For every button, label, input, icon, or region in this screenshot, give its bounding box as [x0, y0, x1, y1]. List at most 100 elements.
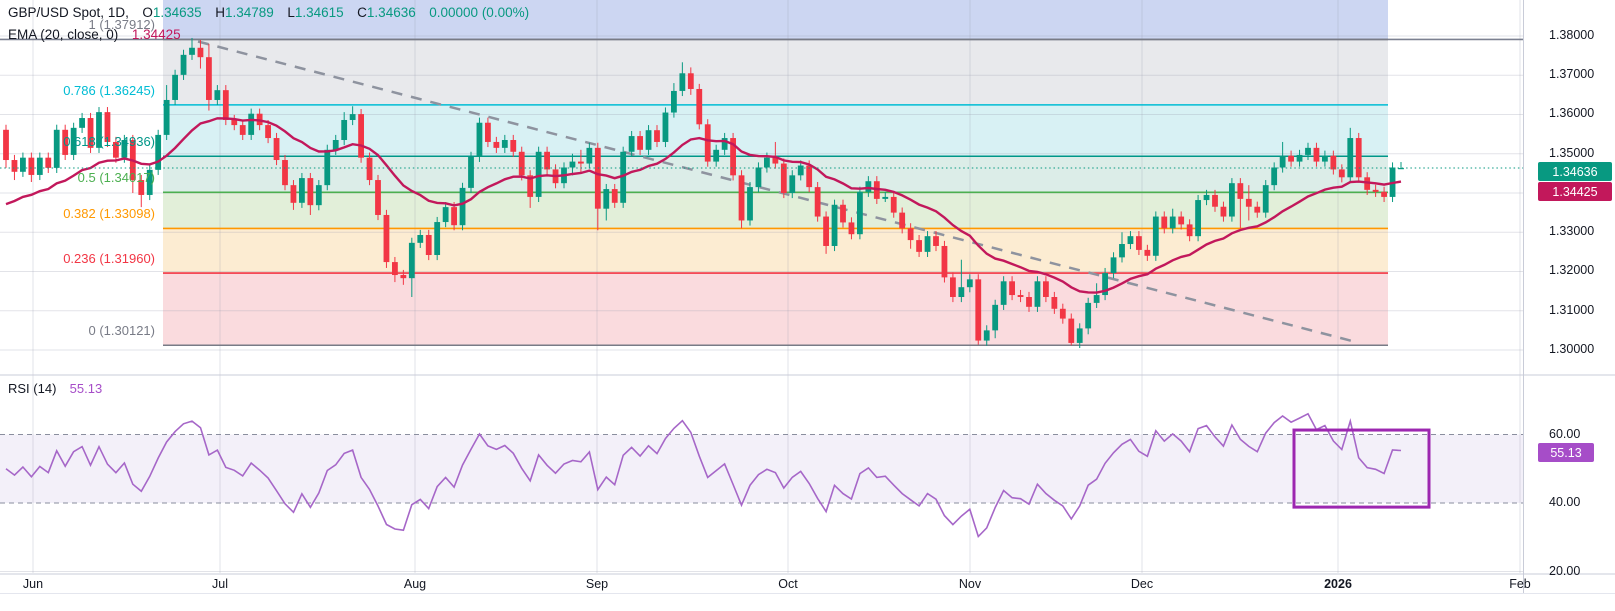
candle-body — [113, 141, 119, 158]
symbol-legend[interactable]: GBP/USD Spot, 1D, O1.34635 H1.34789 L1.3… — [8, 5, 529, 20]
candle-body — [485, 122, 491, 142]
candle-body — [28, 157, 35, 175]
candle-body — [1059, 308, 1066, 319]
fib-zone — [163, 39, 1388, 105]
candle-body — [79, 118, 85, 128]
candle-body — [36, 157, 43, 175]
candle-body — [375, 180, 381, 215]
ema-price-badge: 1.34425 — [1538, 182, 1612, 201]
candle-body — [958, 287, 965, 298]
candle-body — [966, 279, 973, 288]
symbol-name: GBP/USD Spot, — [8, 5, 105, 20]
time-axis-label[interactable]: Aug — [403, 577, 427, 591]
candle-body — [197, 47, 204, 58]
candle-body — [1152, 216, 1159, 256]
candle-body — [400, 275, 407, 279]
candle-body — [882, 196, 889, 199]
time-axis-label[interactable]: Dec — [1130, 577, 1154, 591]
price-axis-label: 1.37000 — [1549, 67, 1595, 82]
rsi-axis-label: 60.00 — [1549, 426, 1581, 441]
candle-body — [1347, 138, 1354, 178]
candle-body — [1262, 185, 1269, 213]
candle-body — [265, 125, 271, 139]
candle-body — [1076, 328, 1083, 343]
candle-body — [273, 138, 280, 161]
candle-body — [1000, 281, 1007, 305]
price-axis-label: 1.30000 — [1549, 341, 1595, 356]
candle-body — [628, 136, 635, 152]
candle-body — [992, 304, 999, 331]
candle-body — [1144, 249, 1151, 256]
time-axis-label[interactable]: Oct — [778, 577, 798, 591]
candle-body — [290, 185, 297, 203]
candle-body — [62, 129, 69, 155]
candle-body — [764, 157, 770, 168]
candle-body — [1220, 206, 1227, 217]
candle-body — [341, 119, 348, 141]
candle-body — [1305, 147, 1311, 155]
fib-level-label: 0 (1.30121) — [88, 323, 156, 339]
time-axis-label[interactable]: 2026 — [1324, 577, 1352, 591]
candle-body — [696, 88, 703, 125]
candle-body — [620, 151, 627, 203]
candle-body — [831, 204, 838, 246]
candle-body — [3, 129, 9, 161]
rsi-value: 55.13 — [69, 381, 103, 396]
candle-body — [1330, 155, 1337, 170]
rsi-highlight-box[interactable] — [1292, 428, 1431, 509]
candle-body — [299, 178, 305, 203]
candle-body — [857, 191, 863, 235]
candle-body — [823, 216, 829, 246]
candle-body — [1381, 191, 1387, 197]
ema-line[interactable] — [5, 117, 1402, 294]
candle-body — [1254, 206, 1261, 213]
candle-body — [637, 136, 643, 150]
candle-body — [569, 161, 576, 168]
ema-value: 1.34425 — [131, 27, 181, 42]
ohlc-close-value: 1.34636 — [366, 5, 416, 20]
candle-body — [594, 147, 601, 209]
candle-body — [662, 112, 669, 142]
candle-body — [282, 160, 288, 186]
candle-body — [1372, 189, 1379, 192]
fib-zone-above-1 — [163, 0, 1388, 40]
candle-body — [231, 119, 238, 126]
ema-legend[interactable]: EMA (20, close, 0) 1.34425 — [8, 27, 181, 42]
candle-body — [349, 114, 356, 120]
candle-body — [172, 74, 178, 100]
price-axis-label: 1.32000 — [1549, 263, 1595, 278]
candle-body — [975, 279, 982, 341]
rsi-line[interactable] — [5, 412, 1402, 539]
change-value: 0.00000 (0.00%) — [429, 5, 530, 20]
candle-body — [1186, 224, 1193, 237]
price-axis-label: 1.36000 — [1549, 106, 1595, 121]
rsi-legend[interactable]: RSI (14) 55.13 — [8, 381, 102, 396]
time-axis-label[interactable]: Feb — [1509, 577, 1531, 591]
candle-body — [417, 234, 424, 243]
candle-body — [214, 90, 221, 100]
candle-body — [468, 156, 474, 188]
candle-body — [840, 204, 846, 223]
ohlc-low-value: 1.34615 — [294, 5, 344, 20]
candle-body — [933, 236, 939, 246]
candle-body — [797, 165, 804, 176]
candlestick-series[interactable] — [3, 37, 1404, 349]
candle-body — [1279, 155, 1286, 168]
candle-body — [814, 187, 821, 217]
candle-body — [916, 240, 922, 252]
time-axis-label[interactable]: Jun — [22, 577, 44, 591]
candle-body — [383, 214, 390, 263]
candle-body — [358, 114, 364, 158]
candle-body — [1212, 194, 1218, 207]
time-axis-label[interactable]: Nov — [958, 577, 982, 591]
candle-body — [738, 175, 745, 221]
candle-body — [163, 99, 170, 135]
time-axis-label[interactable]: Sep — [585, 577, 609, 591]
candle-body — [1017, 295, 1024, 298]
candle-body — [20, 157, 26, 172]
candle-body — [121, 140, 128, 158]
candle-body — [772, 157, 779, 164]
time-axis-label[interactable]: Jul — [212, 577, 228, 591]
candle-body — [510, 140, 517, 152]
